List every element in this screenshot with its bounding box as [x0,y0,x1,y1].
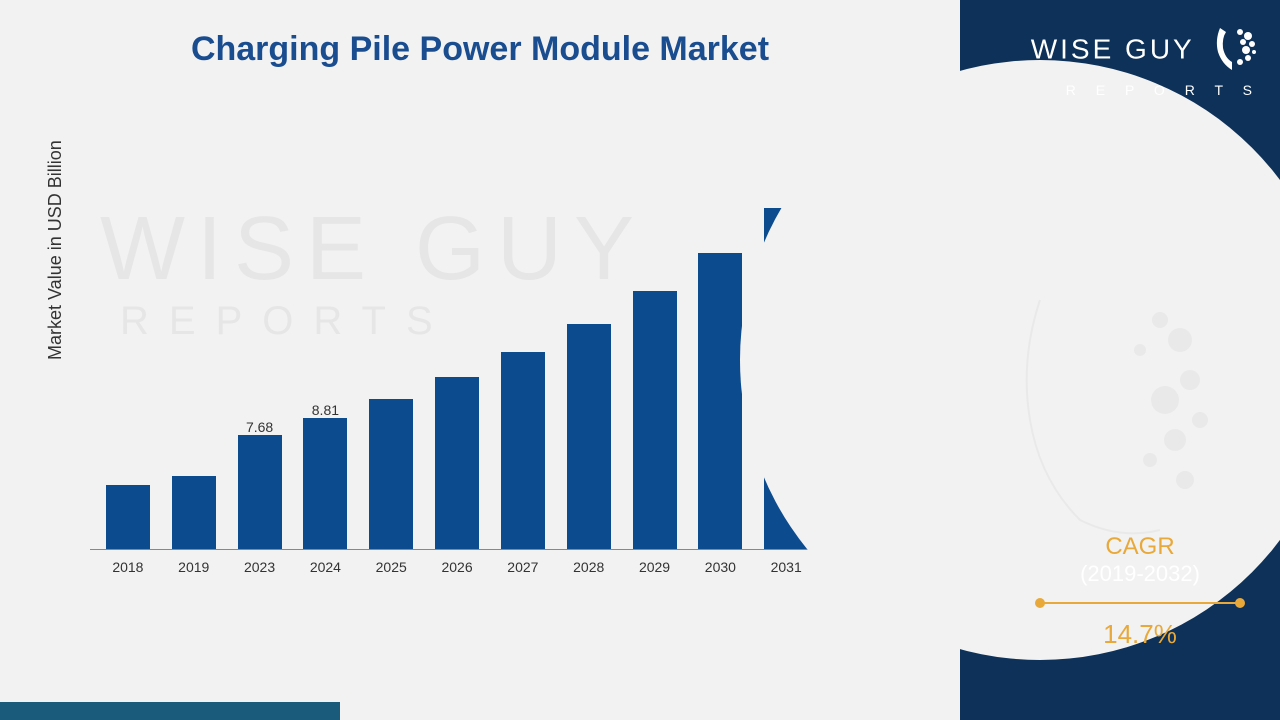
x-axis-category: 2019 [167,559,221,575]
cagr-value: 14.7% [1040,619,1240,650]
logo-main-text: WISE GUY [1031,20,1260,82]
bar [698,253,742,549]
bar [633,291,677,549]
x-axis-category: 2030 [693,559,747,575]
bar-group [496,352,550,549]
y-axis-label: Market Value in USD Billion [45,140,66,360]
bar-value-label: 8.81 [312,402,339,418]
bar [567,324,611,549]
cagr-period: (2019-2032) [1040,561,1240,587]
bar-group [101,485,155,549]
x-axis-category: 2027 [496,559,550,575]
logo-sub-text: R E P O R T S [1031,82,1260,98]
logo-text: WISE GUY [1031,33,1195,64]
x-axis-category: 2029 [628,559,682,575]
x-axis-category: 2028 [562,559,616,575]
logo-head-icon [1210,20,1260,82]
brand-logo: WISE GUY R E P O R T S [1031,20,1260,98]
cagr-divider [1040,602,1240,604]
bar [435,377,479,549]
bar [369,399,413,549]
chart-title: Charging Pile Power Module Market [60,30,900,69]
bar-group [167,476,221,549]
bar [501,352,545,549]
bar-group [364,399,418,549]
side-panel: WISE GUY R E P O R T S CAGR (2019-2032) … [960,0,1280,720]
bar-group: 7.68 [233,435,287,549]
bar-group [628,291,682,549]
bar-value-label: 7.68 [246,419,273,435]
side-watermark-icon [980,260,1240,565]
bar-group [562,324,616,549]
bar [106,485,150,549]
bar [303,418,347,549]
bar-group: 8.81 [298,418,352,549]
cagr-block: CAGR (2019-2032) 14.7% [1040,533,1240,650]
x-axis-category: 2025 [364,559,418,575]
x-axis-category: 2024 [298,559,352,575]
x-axis-labels: 2018 2019 2023 2024 2025 2026 2027 2028 2029 2030… [90,559,890,575]
x-axis-category: 2026 [430,559,484,575]
bar-group [430,377,484,549]
bar [172,476,216,549]
bottom-accent-bar [0,702,340,720]
x-axis-category: 2023 [233,559,287,575]
bar [238,435,282,549]
x-axis-category: 2018 [101,559,155,575]
bar-group [693,253,747,549]
cagr-label: CAGR [1040,533,1240,561]
x-axis-category: 2031 [759,559,813,575]
